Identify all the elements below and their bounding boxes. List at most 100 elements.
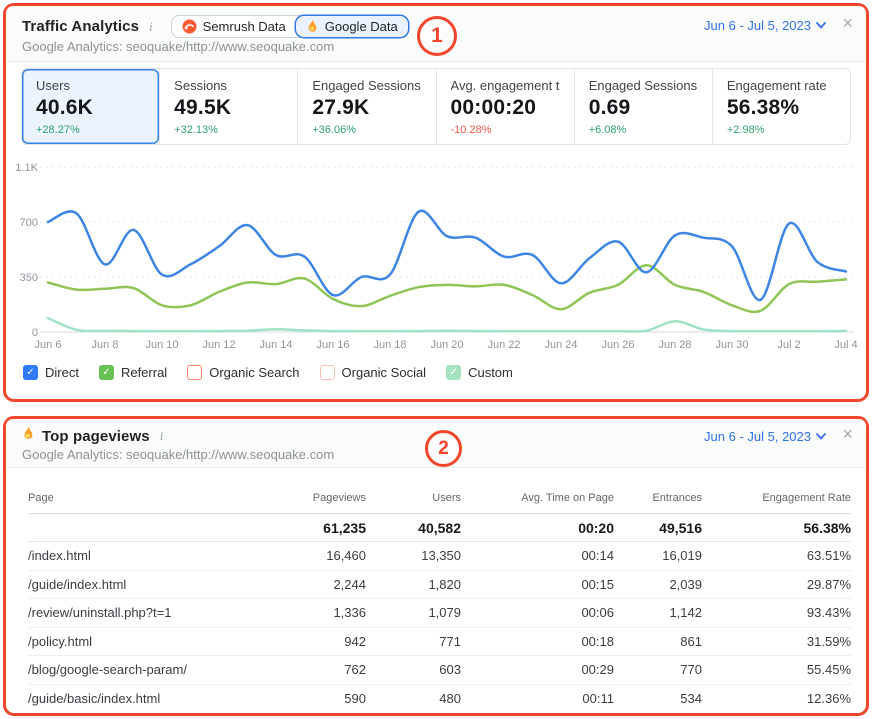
- metric-value: 40.6K: [36, 96, 94, 119]
- metric-card-engaged-sessions[interactable]: Engaged Sessions 27.9K +36.06%: [297, 69, 435, 144]
- x-axis-tick: Jun 6: [35, 339, 62, 351]
- cell-value: 942: [344, 633, 366, 649]
- column-header-page: Page: [28, 492, 54, 504]
- column-header-entrances: Entrances: [652, 492, 702, 504]
- page-cell: /blog/google-search-param/: [28, 662, 187, 678]
- traffic-line-chart: 0 350 700 1.1K Jun 6 Jun 8 Jun 10 Jun 12 Jun 14 J…: [15, 162, 857, 351]
- totals-value: 40,582: [418, 519, 461, 536]
- traffic-analytics-panel: Traffic Analytics i Semrush Data Google D…: [3, 3, 869, 402]
- metric-delta: +28.27%: [36, 124, 80, 136]
- x-axis-tick: Jun 30: [715, 339, 748, 351]
- cell-value: 00:15: [581, 576, 614, 592]
- column-header-avg-time-on-page: Avg. Time on Page: [521, 492, 614, 504]
- chevron-down-icon: [816, 433, 826, 440]
- pageviews-table: Page Pageviews Users Avg. Time on Page Entra…: [6, 468, 866, 713]
- totals-value: 61,235: [323, 519, 366, 536]
- x-axis-tick: Jun 22: [487, 339, 520, 351]
- metric-card-sessions[interactable]: Sessions 49.5K +32.13%: [159, 69, 297, 144]
- legend-label: Direct: [45, 365, 79, 380]
- cell-value: 534: [680, 691, 702, 707]
- legend-item-organic-search[interactable]: Organic Search: [187, 365, 300, 380]
- series-line-direct: [46, 209, 848, 302]
- metric-card-engagement-rate[interactable]: Engagement rate 56.38% +2.98%: [711, 69, 850, 144]
- metric-label: Engaged Sessions: [312, 78, 421, 93]
- x-axis-tick: Jun 28: [658, 339, 691, 351]
- close-icon[interactable]: ×: [842, 424, 853, 444]
- cell-value: 12.36%: [806, 691, 851, 707]
- metric-delta: +36.06%: [312, 124, 357, 136]
- totals-value: 00:20: [578, 519, 614, 536]
- cell-value: 16,460: [326, 548, 366, 564]
- page-title: Traffic Analytics: [22, 18, 140, 35]
- table-row: /guide/index.html 2,244 1,820 00:15 2,039 29.…: [28, 571, 851, 599]
- data-source-label: Google Analytics: seoquake/http://www.se…: [22, 39, 335, 54]
- table-row: /policy.html 942 771 00:18 861 31.59%: [28, 628, 851, 656]
- flame-icon: [22, 426, 35, 446]
- legend-label: Organic Search: [209, 365, 300, 380]
- metrics-row: Users 40.6K +28.27% Sessions 49.5K +32.13% Eng…: [21, 68, 851, 145]
- cell-value: 55.45%: [806, 662, 851, 678]
- table-row: /blog/google-search-param/762 603 00:29 770…: [28, 656, 851, 685]
- x-axis-tick: Jun 8: [92, 339, 119, 351]
- legend-item-direct[interactable]: ✓ Direct: [23, 365, 79, 380]
- cell-value: 1,079: [428, 605, 461, 621]
- annotation-badge-1: 1: [417, 16, 457, 56]
- page-cell: /guide/basic/index.html: [28, 691, 161, 707]
- panel2-title-row: Top pageviews i: [22, 426, 166, 446]
- cell-value: 2,244: [333, 576, 366, 592]
- cell-value: 762: [344, 662, 366, 678]
- legend-item-custom[interactable]: ✓ Custom: [446, 365, 513, 380]
- legend-label: Organic Social: [341, 365, 427, 380]
- info-icon[interactable]: i: [149, 18, 153, 34]
- tab-google-data[interactable]: Google Data: [295, 16, 408, 37]
- checkbox-checked-icon[interactable]: ✓: [98, 365, 114, 380]
- column-header-pageviews: Pageviews: [312, 492, 366, 504]
- page-cell: /review/uninstall.php?t=1: [28, 605, 172, 621]
- semrush-logo-icon: [182, 19, 197, 34]
- checkbox-checked-icon[interactable]: ✓: [23, 365, 38, 380]
- tab-label: Semrush Data: [202, 19, 286, 34]
- metric-label: Users: [36, 78, 70, 93]
- metric-value: 00:00:20: [450, 96, 537, 119]
- date-range-label: Jun 6 - Jul 5, 2023: [704, 429, 811, 444]
- data-source-tabs: Semrush Data Google Data: [170, 15, 409, 38]
- table-row: /guide/basic/index.html 590 480 00:11 534 12.…: [28, 685, 851, 714]
- cell-value: 590: [344, 691, 366, 707]
- checkbox-unchecked-icon[interactable]: [187, 365, 203, 380]
- cell-value: 13,350: [421, 548, 461, 564]
- date-range-selector[interactable]: Jun 6 - Jul 5, 2023: [704, 18, 826, 33]
- metric-card-avg-engagement-ti[interactable]: Avg. engagement ti... 00:00:20 -10.28%: [435, 69, 574, 144]
- cell-value: 00:14: [581, 548, 614, 564]
- cell-value: 00:29: [581, 662, 614, 678]
- cell-value: 770: [680, 662, 702, 678]
- metric-delta: -10.28%: [450, 124, 492, 136]
- chevron-down-icon: [816, 22, 826, 29]
- metric-card-users[interactable]: Users 40.6K +28.27%: [22, 69, 160, 144]
- metric-label: Engagement rate: [726, 78, 827, 93]
- flame-icon: [306, 19, 319, 34]
- cell-value: 63.51%: [806, 548, 851, 564]
- cell-value: 1,820: [428, 576, 461, 592]
- cell-value: 1,142: [669, 605, 702, 621]
- x-axis-tick: Jul 2: [777, 339, 800, 351]
- close-icon[interactable]: ×: [842, 13, 853, 33]
- series-line-referral: [46, 263, 848, 314]
- checkbox-unchecked-icon[interactable]: [319, 365, 335, 380]
- date-range-selector[interactable]: Jun 6 - Jul 5, 2023: [704, 429, 826, 444]
- cell-value: 31.59%: [806, 633, 851, 649]
- tab-label: Google Data: [324, 19, 398, 34]
- cell-value: 00:06: [581, 605, 614, 621]
- info-icon[interactable]: i: [159, 428, 164, 443]
- metric-delta: +2.98%: [726, 124, 765, 136]
- legend-item-referral[interactable]: ✓ Referral: [98, 365, 167, 380]
- x-axis-tick: Jun 20: [430, 339, 463, 351]
- checkbox-checked-icon[interactable]: ✓: [446, 365, 462, 380]
- tab-semrush-data[interactable]: Semrush Data: [172, 16, 296, 37]
- legend-item-organic-social[interactable]: Organic Social: [319, 365, 427, 380]
- x-axis-tick: Jun 12: [202, 339, 235, 351]
- table-header-row: Page Pageviews Users Avg. Time on Page Entra…: [28, 468, 851, 514]
- metric-card-engaged-sessions-p[interactable]: Engaged Sessions P... 0.69 +6.08%: [573, 69, 712, 144]
- page-cell: /guide/index.html: [28, 576, 127, 592]
- y-axis-tick: 350: [20, 272, 38, 284]
- metric-value: 27.9K: [312, 96, 370, 119]
